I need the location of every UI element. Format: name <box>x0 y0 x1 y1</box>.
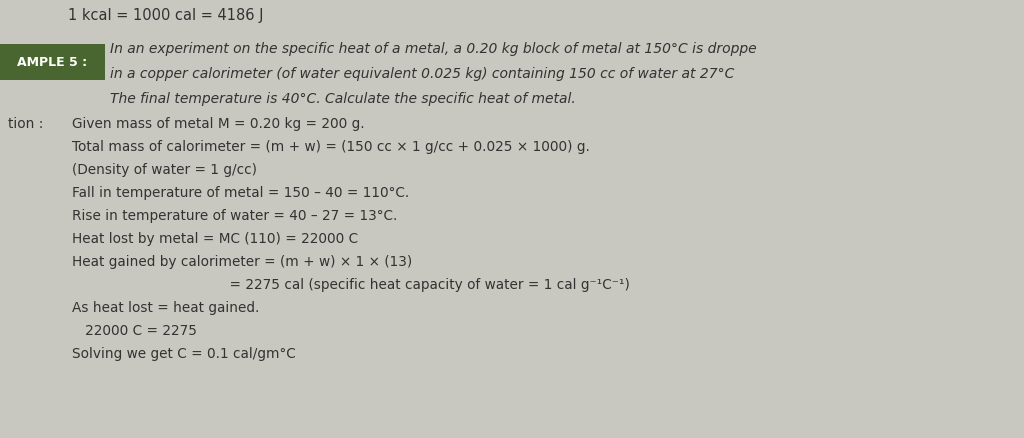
Text: The final temperature is 40°C. Calculate the specific heat of metal.: The final temperature is 40°C. Calculate… <box>110 92 575 106</box>
FancyBboxPatch shape <box>0 44 105 80</box>
Text: 22000 C = 2275: 22000 C = 2275 <box>72 324 197 338</box>
Text: AMPLE 5 :: AMPLE 5 : <box>17 56 88 68</box>
Text: Total mass of calorimeter = (m + w) = (150 cc × 1 g/cc + 0.025 × 1000) g.: Total mass of calorimeter = (m + w) = (1… <box>72 140 590 154</box>
Text: Heat lost by metal = MC (110) = 22000 C: Heat lost by metal = MC (110) = 22000 C <box>72 232 358 246</box>
Text: Fall in temperature of metal = 150 – 40 = 110°C.: Fall in temperature of metal = 150 – 40 … <box>72 186 410 200</box>
Text: = 2275 cal (specific heat capacity of water = 1 cal g⁻¹C⁻¹): = 2275 cal (specific heat capacity of wa… <box>72 278 630 292</box>
Text: tion :: tion : <box>8 117 43 131</box>
Text: in a copper calorimeter (of water equivalent 0.025 kg) containing 150 cc of wate: in a copper calorimeter (of water equiva… <box>110 67 734 81</box>
Text: As heat lost = heat gained.: As heat lost = heat gained. <box>72 301 259 315</box>
Text: Solving we get C = 0.1 cal/gm°C: Solving we get C = 0.1 cal/gm°C <box>72 347 296 361</box>
Text: In an experiment on the specific heat of a metal, a 0.20 kg block of metal at 15: In an experiment on the specific heat of… <box>110 42 757 56</box>
Text: (Density of water = 1 g/cc): (Density of water = 1 g/cc) <box>72 163 257 177</box>
Text: Heat gained by calorimeter = (m + w) × 1 × (13): Heat gained by calorimeter = (m + w) × 1… <box>72 255 413 269</box>
Text: Rise in temperature of water = 40 – 27 = 13°C.: Rise in temperature of water = 40 – 27 =… <box>72 209 397 223</box>
Text: 1 kcal = 1000 cal = 4186 J: 1 kcal = 1000 cal = 4186 J <box>68 8 263 23</box>
Text: Given mass of metal M = 0.20 kg = 200 g.: Given mass of metal M = 0.20 kg = 200 g. <box>72 117 365 131</box>
